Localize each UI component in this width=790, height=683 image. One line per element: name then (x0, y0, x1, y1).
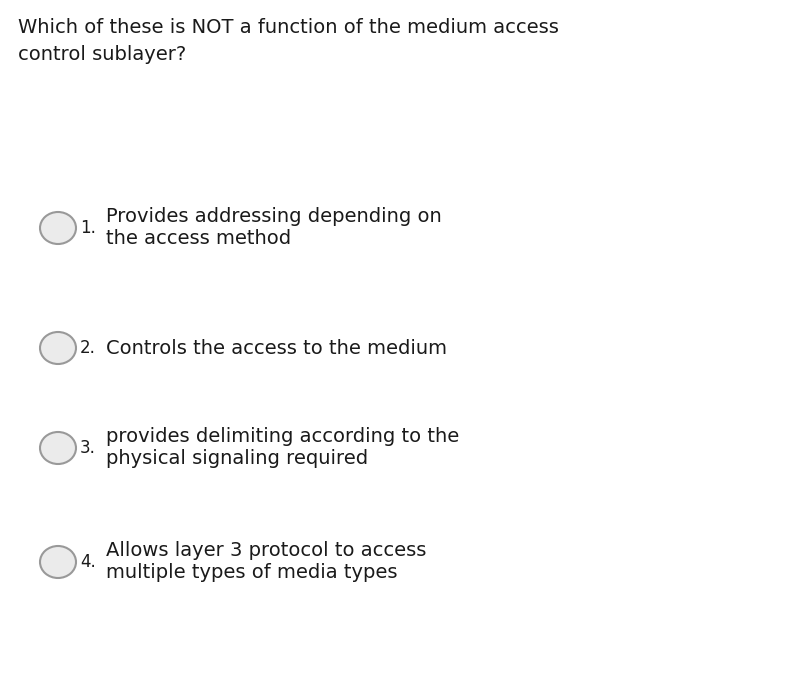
Text: 2.: 2. (80, 339, 96, 357)
Text: Allows layer 3 protocol to access: Allows layer 3 protocol to access (106, 542, 427, 561)
Text: provides delimiting according to the: provides delimiting according to the (106, 428, 459, 447)
Text: 3.: 3. (80, 439, 96, 457)
Text: the access method: the access method (106, 229, 292, 249)
Text: 4.: 4. (80, 553, 96, 571)
Ellipse shape (40, 332, 76, 364)
Text: physical signaling required: physical signaling required (106, 449, 368, 469)
Text: Which of these is NOT a function of the medium access
control sublayer?: Which of these is NOT a function of the … (18, 18, 559, 64)
Ellipse shape (40, 546, 76, 578)
Ellipse shape (40, 432, 76, 464)
Text: multiple types of media types: multiple types of media types (106, 563, 397, 583)
Ellipse shape (40, 212, 76, 244)
Text: Provides addressing depending on: Provides addressing depending on (106, 208, 442, 227)
Text: 1.: 1. (80, 219, 96, 237)
Text: Controls the access to the medium: Controls the access to the medium (106, 339, 447, 357)
